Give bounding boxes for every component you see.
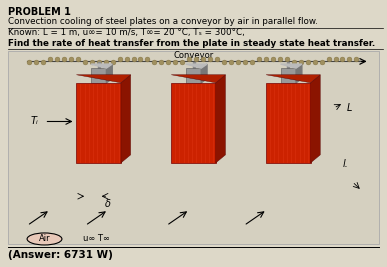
Text: L: L	[346, 103, 352, 113]
Bar	[281, 68, 296, 83]
Text: PROBLEM 1: PROBLEM 1	[8, 7, 70, 17]
Polygon shape	[201, 64, 207, 83]
Text: l.: l.	[342, 159, 348, 169]
Text: Known: L = 1 m, u∞= 10 m/s, T∞= 20 °C, Tₛ = 300°C,: Known: L = 1 m, u∞= 10 m/s, T∞= 20 °C, T…	[8, 28, 245, 37]
Polygon shape	[91, 64, 112, 68]
Text: (Answer: 6731 W): (Answer: 6731 W)	[8, 250, 113, 260]
Polygon shape	[266, 75, 320, 83]
Text: Air: Air	[39, 234, 50, 244]
Bar	[91, 68, 106, 83]
Polygon shape	[296, 64, 302, 83]
Polygon shape	[281, 64, 302, 68]
Text: Tᵢ: Tᵢ	[31, 116, 39, 127]
Polygon shape	[310, 75, 320, 163]
FancyBboxPatch shape	[8, 51, 379, 244]
Text: Find the rate of heat transfer from the plate in steady state heat transfer.: Find the rate of heat transfer from the …	[8, 39, 375, 48]
Text: Convection cooling of steel plates on a conveyor by air in parallel flow.: Convection cooling of steel plates on a …	[8, 17, 318, 26]
Polygon shape	[171, 75, 225, 83]
Polygon shape	[77, 75, 131, 83]
Polygon shape	[186, 64, 207, 68]
Text: δ: δ	[105, 199, 111, 209]
Polygon shape	[121, 75, 131, 163]
Text: u∞ T∞: u∞ T∞	[83, 234, 110, 244]
Bar	[77, 83, 121, 163]
Bar	[186, 68, 201, 83]
Bar	[171, 83, 216, 163]
Polygon shape	[106, 64, 112, 83]
Text: Conveyor: Conveyor	[173, 51, 214, 60]
Ellipse shape	[27, 233, 62, 245]
Bar	[266, 83, 310, 163]
Polygon shape	[216, 75, 225, 163]
